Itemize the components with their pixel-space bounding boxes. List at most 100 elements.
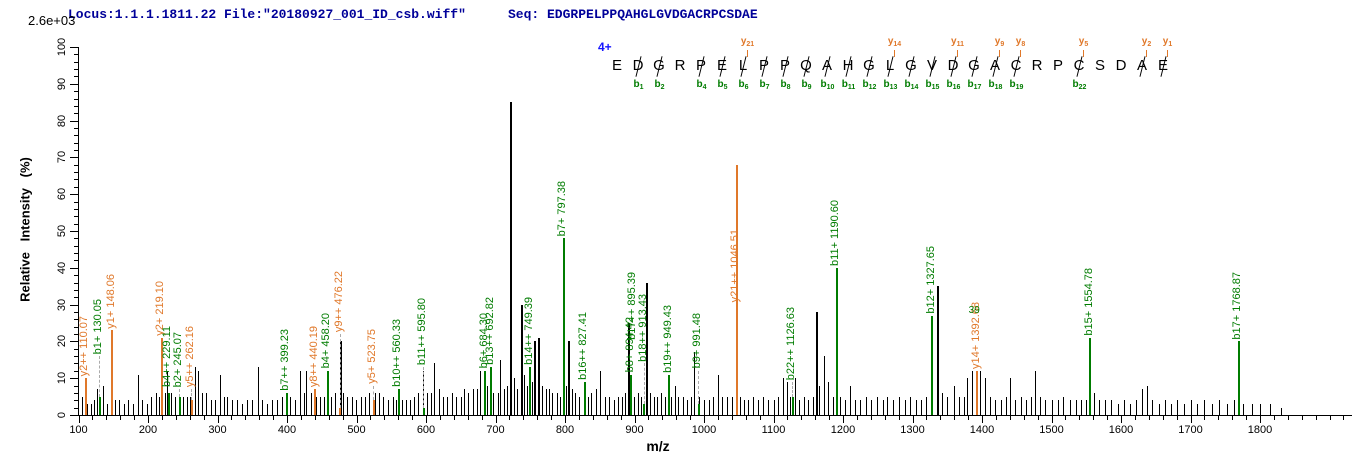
x-axis-tick [1093, 416, 1095, 420]
spectrum-peak [1146, 385, 1148, 415]
cleavage-mark [781, 56, 789, 77]
spectrum-peak [355, 400, 357, 415]
y-ion-map-tick [998, 50, 1000, 57]
x-axis-tick [676, 416, 678, 420]
x-axis-tick [787, 416, 789, 420]
spectrum-peak [513, 378, 515, 415]
spectrum-peak [854, 400, 856, 415]
x-axis-tick [773, 416, 775, 423]
spectrum-peak [215, 400, 217, 415]
spectrum-peak [537, 337, 540, 415]
y-axis-tick [74, 150, 78, 152]
spectrum-peak [102, 385, 104, 415]
spectrum-peak [1190, 400, 1192, 415]
spectrum-peak [832, 396, 834, 415]
x-axis-tick-label: 1300 [900, 424, 925, 436]
b-ion-peak [791, 396, 794, 415]
peak-label: y8++ 440.19 [307, 326, 320, 388]
spectrum-peak [1270, 403, 1272, 415]
residue-letter: S [1094, 57, 1105, 74]
b-ion-peak [630, 374, 633, 415]
spectrum-peak [1158, 403, 1160, 415]
y-axis-tick [74, 238, 78, 240]
y-axis-tick [74, 348, 78, 350]
spectrum-peak [205, 392, 207, 415]
spectrum-peak [170, 392, 172, 415]
x-axis-tick-label: 300 [208, 424, 227, 436]
peak-label-connector [643, 363, 645, 404]
peak-label: b11++ 595.80 [416, 298, 429, 366]
peak-label: y2++ 110.07 [78, 315, 91, 377]
b-ion-peak [98, 396, 101, 415]
spectrum-peak [520, 304, 523, 415]
spectrum-peak [378, 392, 380, 415]
spectrum-peak [713, 396, 715, 415]
spectrum-peak [898, 396, 900, 415]
x-axis-tick [940, 416, 942, 420]
y-axis-tick [74, 135, 78, 137]
spectrum-peak [423, 370, 425, 415]
spectrum-peak [565, 385, 567, 415]
b-ion-map-label: b19 [1009, 79, 1024, 91]
b-ion-map-label: b17 [967, 79, 982, 91]
b-ion-map-label: b4 [696, 79, 707, 91]
y-axis-tick [74, 164, 78, 166]
spectrum-peak [427, 392, 429, 415]
spectrum-peak [360, 396, 362, 415]
spectrum-peak [195, 367, 197, 415]
peak-label: b7++ 399.23 [279, 329, 292, 391]
b-ion-peak [835, 267, 838, 415]
spectrum-peak [137, 374, 139, 415]
x-axis-tick [467, 416, 469, 420]
spectrum-peak [438, 389, 440, 415]
b-ion-peak [562, 238, 565, 415]
y-axis-line [78, 47, 79, 416]
precursor-charge-label: 4+ [598, 40, 612, 54]
y-axis-tick [74, 186, 78, 188]
x-axis-title: m/z [646, 438, 670, 454]
spectrum-peak [1197, 403, 1199, 415]
x-axis-tick [926, 416, 928, 420]
spectrum-peak [871, 400, 873, 415]
x-axis-tick [120, 416, 122, 420]
spectrum-peak [1015, 400, 1017, 415]
peak-label: b17+ 1768.87 [1231, 271, 1244, 340]
spectrum-peak [86, 403, 88, 415]
spectrum-peak [578, 396, 580, 415]
y-ion-peak [190, 400, 193, 415]
y-ion-peak [111, 330, 114, 415]
y-ion-map-tick [893, 50, 895, 57]
b-ion-peak [1237, 341, 1240, 415]
spectrum-peak [123, 403, 125, 415]
spectrum-peak [690, 396, 692, 415]
spectrum-peak [414, 396, 416, 415]
residue-letter: G [653, 57, 665, 74]
spectrum-peak [1020, 396, 1022, 415]
spectrum-peak [303, 392, 305, 415]
spectrum-peak [596, 389, 598, 415]
spectrum-peak [1233, 400, 1235, 415]
spectrum-peak [369, 392, 370, 415]
b-ion-map-label: b18 [988, 79, 1003, 91]
y-axis-tick [74, 326, 78, 328]
y-axis-tick-label: 60 [56, 188, 68, 201]
spectrum-peak [736, 164, 739, 415]
spectrum-peak [1081, 400, 1083, 415]
x-axis-tick [606, 416, 608, 420]
peak-label: b15+ 1554.78 [1082, 268, 1095, 336]
x-axis-tick [843, 416, 844, 423]
spectrum-peak [542, 385, 544, 415]
x-axis-tick-label: 1800 [1247, 424, 1273, 436]
spectrum-peak [1226, 403, 1228, 415]
spectrum-peak [946, 396, 948, 415]
spectrum-peak [306, 370, 308, 415]
spectrum-peak [979, 370, 981, 415]
spectrum-peak [433, 363, 435, 415]
b-ion-peak [529, 367, 532, 415]
x-axis-tick [1051, 416, 1053, 423]
x-axis-tick [1204, 416, 1206, 420]
y-ion-map-label: y5 [1078, 36, 1089, 48]
spectrum-peak [257, 367, 259, 415]
y-axis-tick [74, 319, 78, 321]
